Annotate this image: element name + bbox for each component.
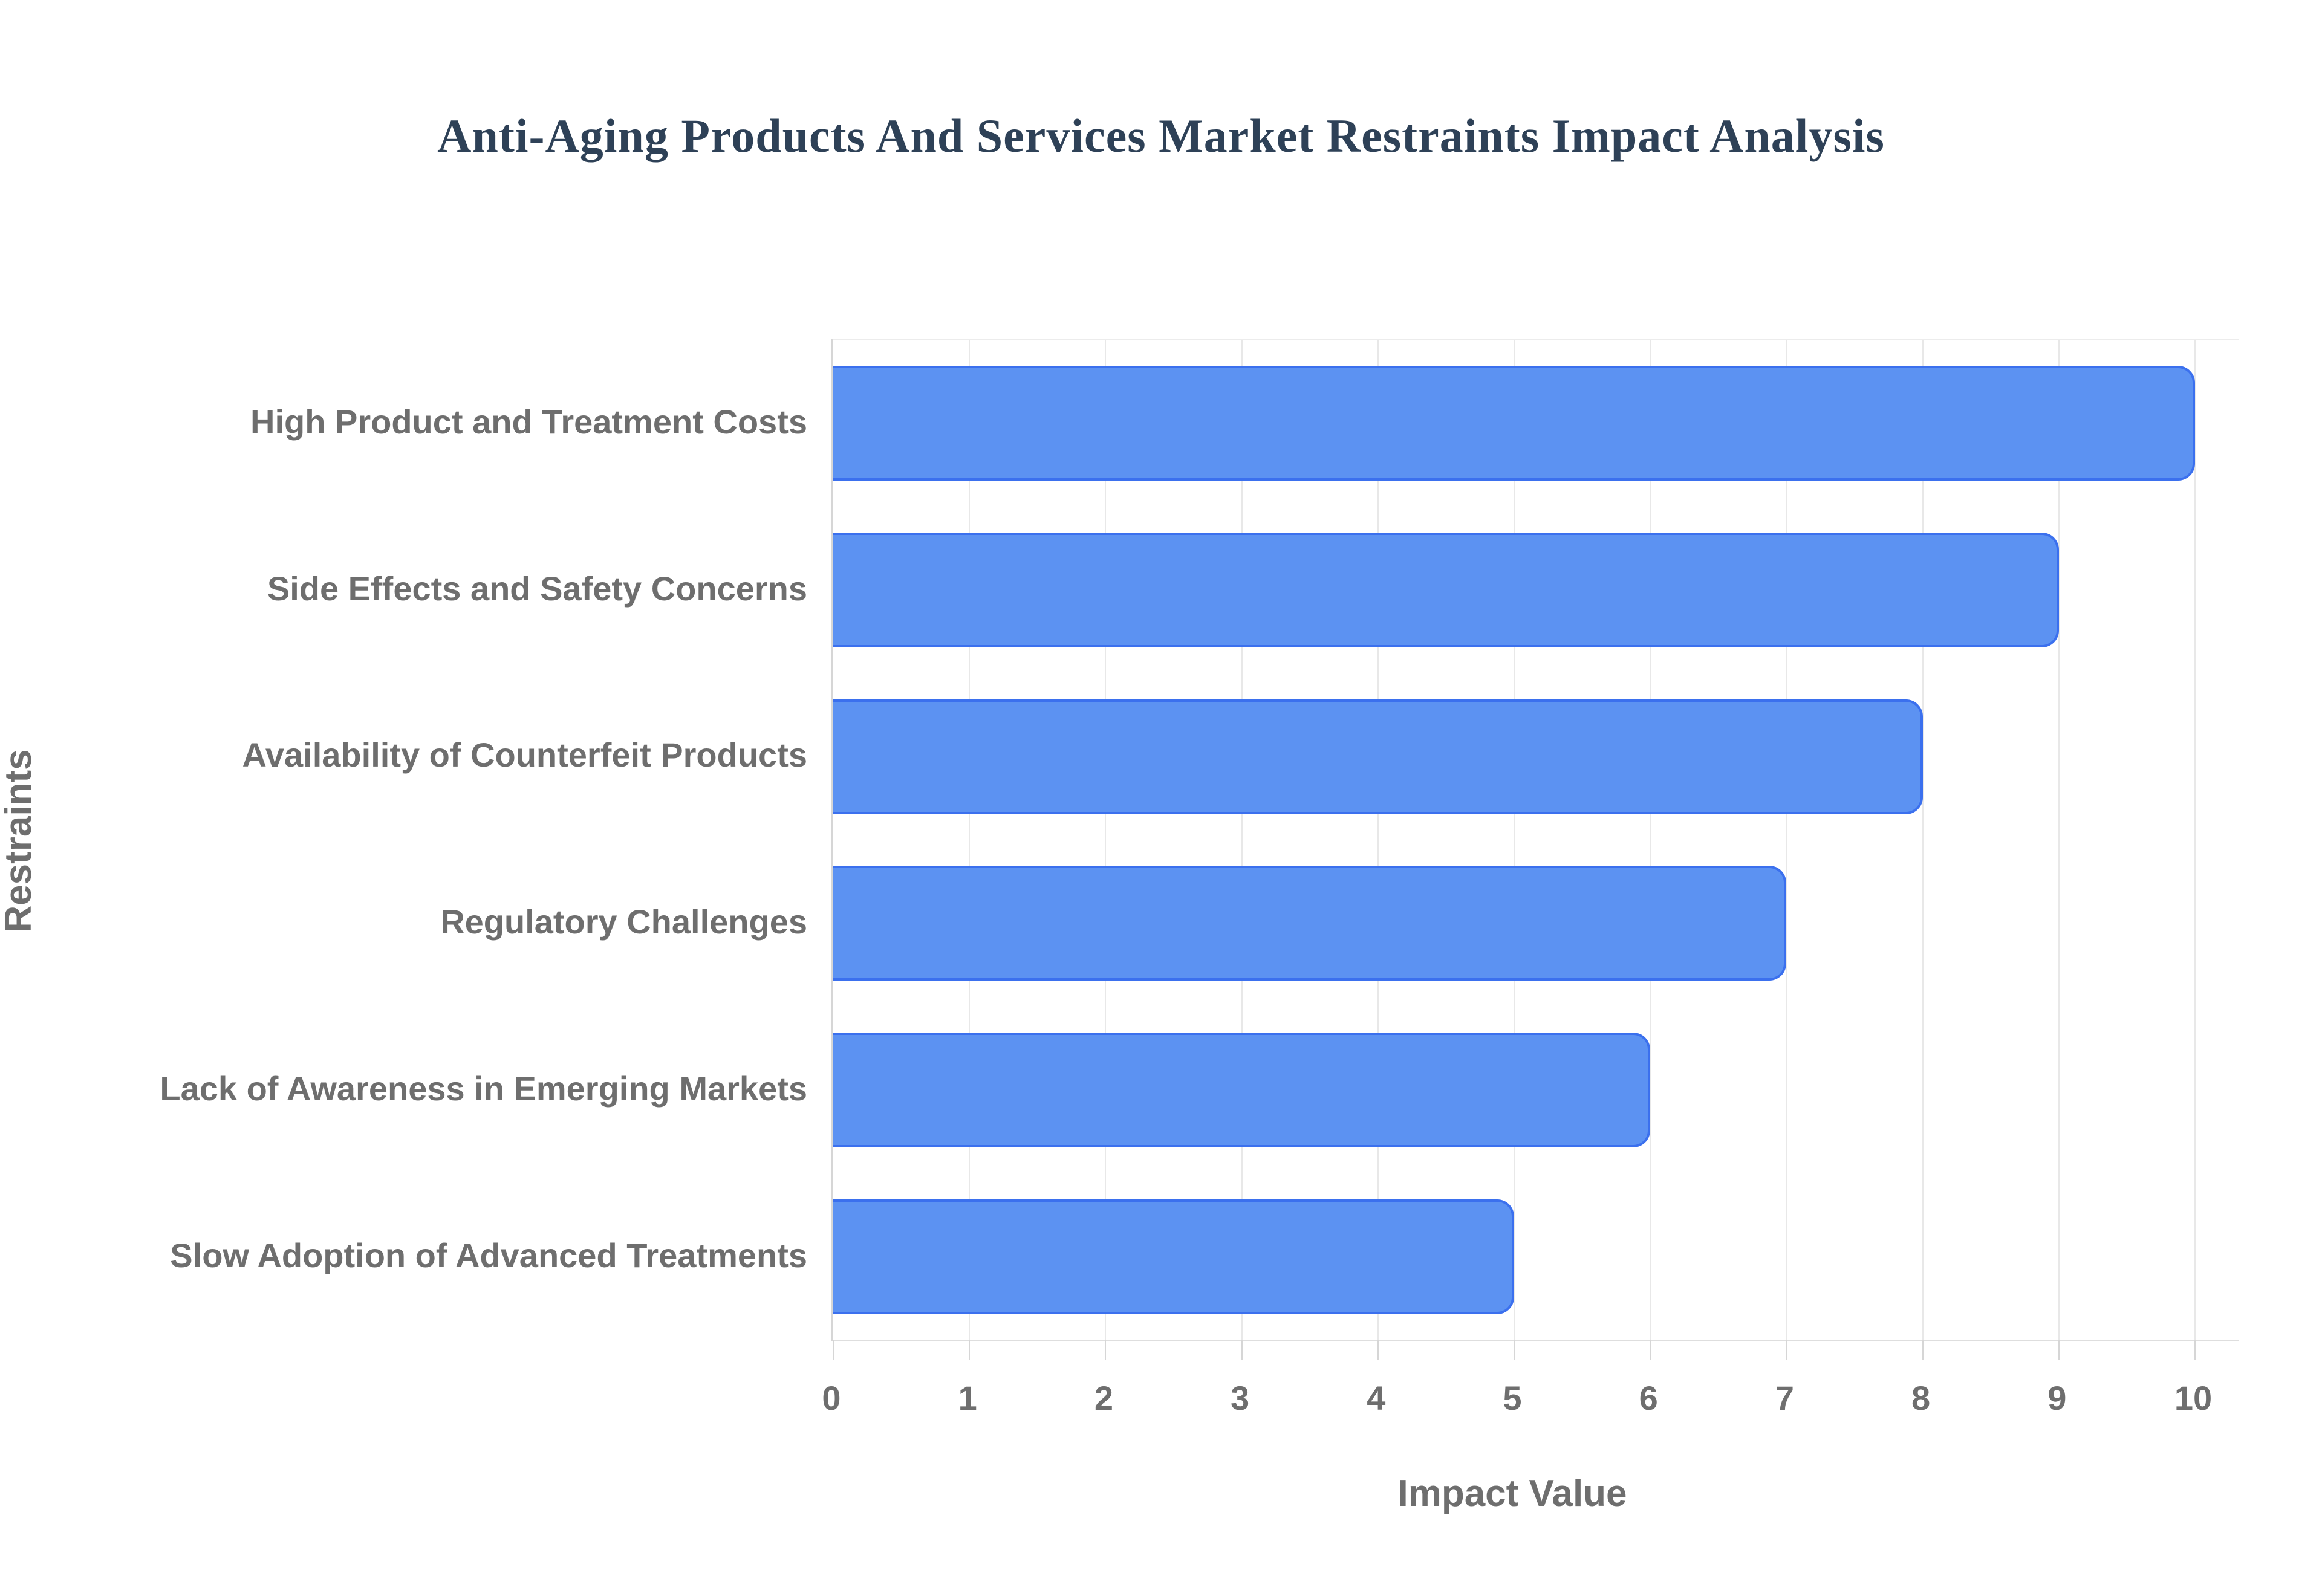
x-tick-mark bbox=[969, 1340, 971, 1360]
x-tick-mark bbox=[2194, 1340, 2196, 1360]
gridline bbox=[1241, 340, 1243, 1340]
bar-1 bbox=[833, 365, 2195, 481]
x-tick-label: 4 bbox=[1367, 1379, 1386, 1417]
bar-2 bbox=[833, 532, 2059, 647]
bar-row bbox=[833, 673, 2239, 840]
bar-row bbox=[833, 1173, 2239, 1340]
x-axis-ticks: 0 1 2 3 4 5 6 7 8 9 10 bbox=[822, 1378, 2237, 1433]
bar-row bbox=[833, 1007, 2239, 1173]
category-labels: High Product and Treatment Costs Side Eff… bbox=[121, 339, 807, 1339]
y-axis-title: Restraints bbox=[0, 749, 39, 933]
category-label: Lack of Awareness in Emerging Markets bbox=[160, 1069, 807, 1108]
x-tick-label: 8 bbox=[1911, 1379, 1931, 1417]
category-label: Regulatory Challenges bbox=[440, 903, 807, 941]
gridline bbox=[1786, 340, 1787, 1340]
x-tick-mark bbox=[1514, 1340, 1515, 1360]
x-tick-mark bbox=[1105, 1340, 1107, 1360]
x-tick-mark bbox=[2058, 1340, 2060, 1360]
category-label: Slow Adoption of Advanced Treatments bbox=[170, 1236, 807, 1274]
x-tick-mark bbox=[833, 1340, 834, 1360]
category-label: Side Effects and Safety Concerns bbox=[267, 569, 807, 608]
x-tick-label: 9 bbox=[2047, 1379, 2067, 1417]
bar-3 bbox=[833, 699, 1923, 814]
x-tick-mark bbox=[1377, 1340, 1379, 1360]
gridline bbox=[1922, 340, 1924, 1340]
x-tick-mark bbox=[1922, 1340, 1924, 1360]
bar-row bbox=[833, 840, 2239, 1007]
bar-row bbox=[833, 340, 2239, 507]
x-tick-label: 2 bbox=[1094, 1379, 1113, 1417]
x-tick-mark bbox=[1786, 1340, 1787, 1360]
bar-5 bbox=[833, 1033, 1651, 1148]
bar-row bbox=[833, 507, 2239, 673]
x-tick-label: 5 bbox=[1503, 1379, 1522, 1417]
gridline bbox=[1650, 340, 1651, 1340]
x-axis-title: Impact Value bbox=[1397, 1473, 1627, 1514]
category-label: High Product and Treatment Costs bbox=[250, 402, 807, 441]
gridline bbox=[1377, 340, 1379, 1340]
x-tick-label: 1 bbox=[958, 1379, 977, 1417]
gridline bbox=[969, 340, 971, 1340]
x-tick-mark bbox=[1650, 1340, 1651, 1360]
x-tick-label: 6 bbox=[1639, 1379, 1658, 1417]
x-tick-label: 0 bbox=[822, 1379, 841, 1417]
gridline bbox=[1105, 340, 1107, 1340]
bar-4 bbox=[833, 866, 1787, 981]
x-tick-mark bbox=[1241, 1340, 1243, 1360]
x-tick-label: 10 bbox=[2174, 1379, 2213, 1417]
gridline bbox=[1514, 340, 1515, 1340]
x-tick-label: 7 bbox=[1775, 1379, 1794, 1417]
chart-title: Anti-Aging Products And Services Market … bbox=[437, 109, 1885, 162]
plot-area bbox=[831, 339, 2239, 1360]
gridline bbox=[2058, 340, 2060, 1340]
gridline bbox=[2194, 340, 2196, 1340]
bar-6 bbox=[833, 1199, 1514, 1315]
category-label: Availability of Counterfeit Products bbox=[242, 736, 807, 774]
x-tick-label: 3 bbox=[1231, 1379, 1250, 1417]
